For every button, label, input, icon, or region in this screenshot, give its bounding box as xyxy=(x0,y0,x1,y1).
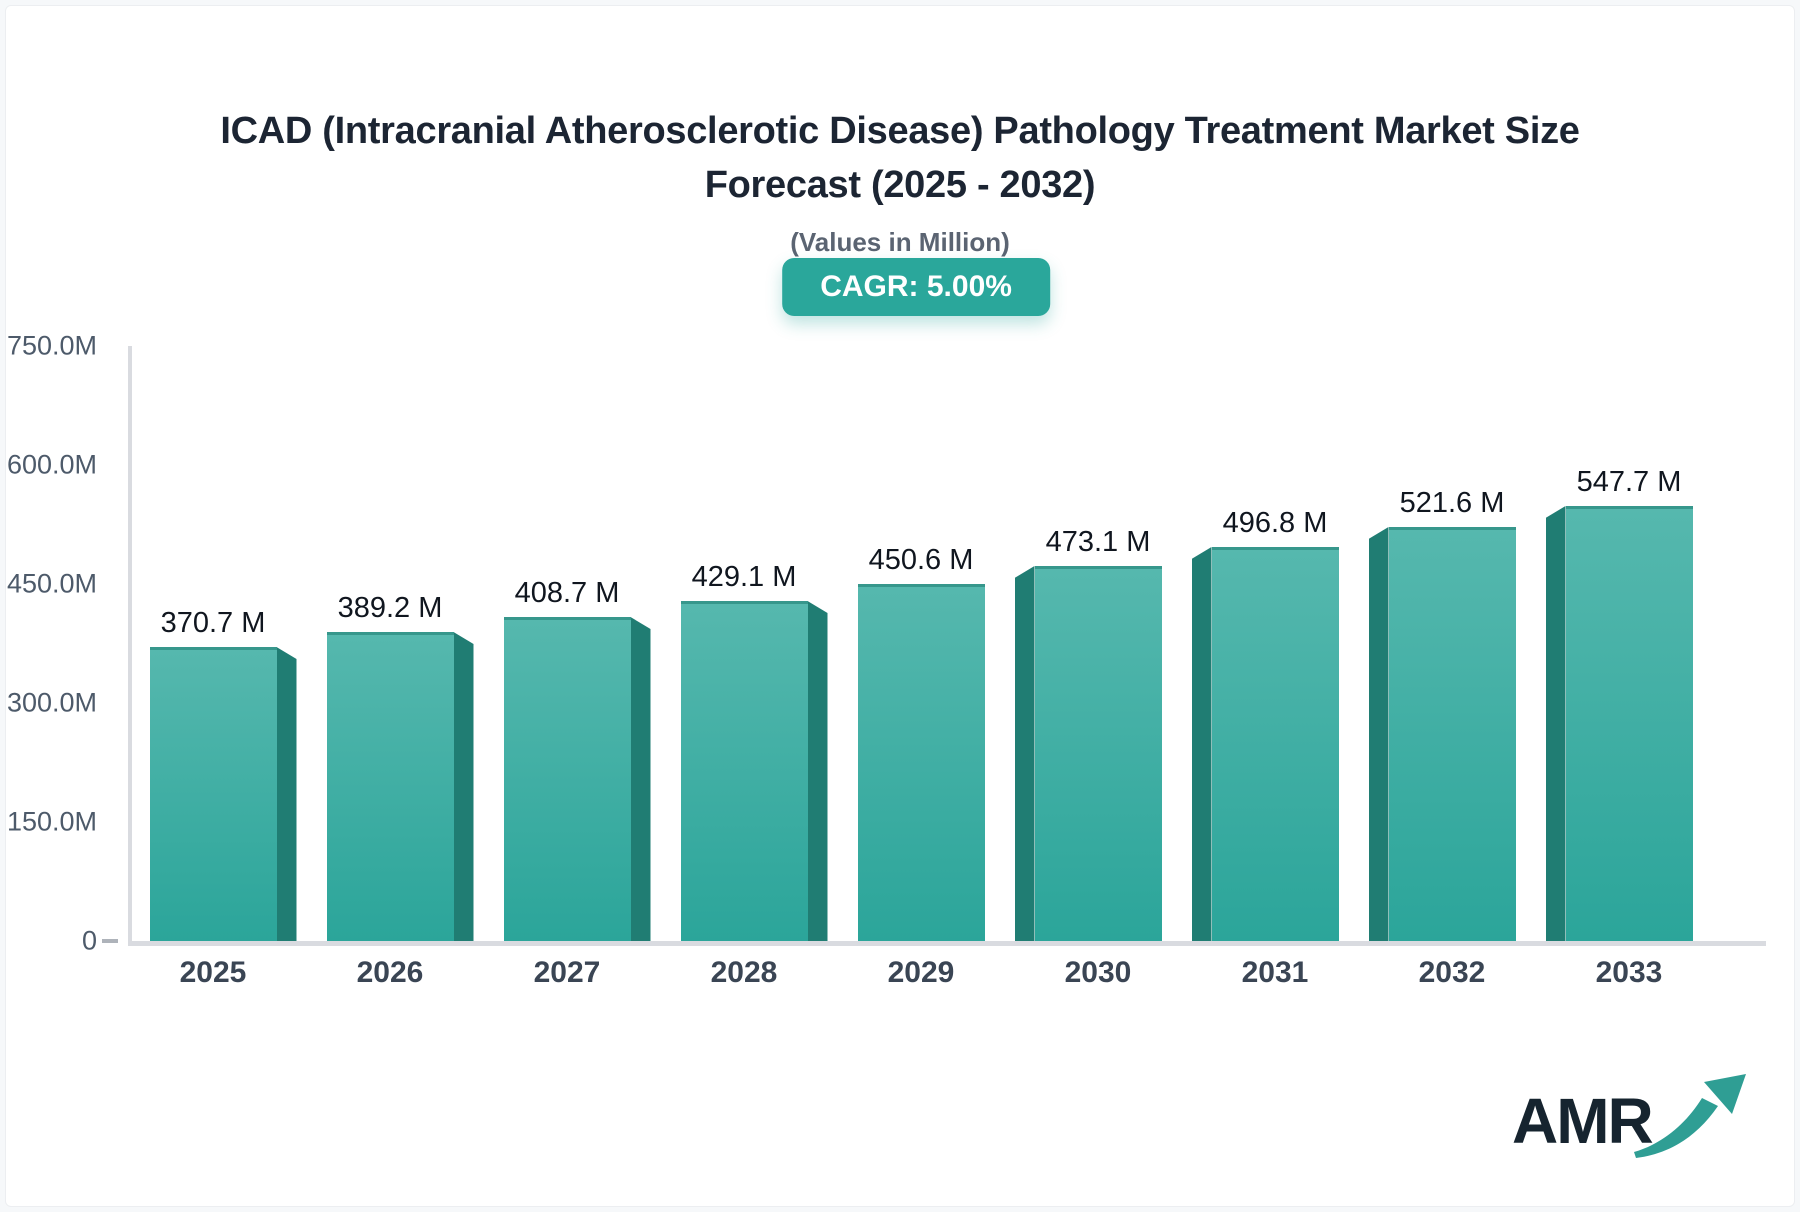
bar-side-face xyxy=(453,632,474,941)
bar-value-label: 496.8 M xyxy=(1222,507,1328,539)
amr-logo: AMR xyxy=(1512,1072,1752,1168)
bar-2031[interactable] xyxy=(1211,547,1339,941)
bar-side-face xyxy=(1191,547,1212,941)
bar-value-label: 521.6 M xyxy=(1399,487,1505,519)
bar-value-label: 370.7 M xyxy=(160,607,266,639)
y-tick-label: 600.0M xyxy=(6,449,97,480)
y-tick-label: 150.0M xyxy=(6,806,97,837)
y-axis-line xyxy=(128,346,132,943)
bar-2033[interactable] xyxy=(1565,506,1693,941)
y-tick-label: 300.0M xyxy=(6,687,97,718)
chart-title-line2: Forecast (2025 - 2032) xyxy=(704,164,1096,206)
y-tick-label: 450.0M xyxy=(6,568,97,599)
cagr-badge: CAGR: 5.00% xyxy=(782,258,1050,316)
amr-logo-text: AMR xyxy=(1512,1085,1654,1157)
y-tick-label: 750.0M xyxy=(6,330,97,361)
bar-2029[interactable] xyxy=(857,584,985,941)
bar-value-label: 389.2 M xyxy=(337,592,443,624)
bar-side-face xyxy=(1368,527,1389,941)
trend-arrow-icon xyxy=(1634,1074,1746,1158)
bar-2025[interactable] xyxy=(149,647,277,941)
bar-value-label: 408.7 M xyxy=(514,577,620,609)
x-axis-line xyxy=(128,941,1766,946)
bar-side-face xyxy=(276,647,297,941)
x-tick-label-2026: 2026 xyxy=(356,956,424,989)
y-tick-label: 0 xyxy=(81,925,97,956)
bar-side-face xyxy=(1545,506,1566,941)
bar-2028[interactable] xyxy=(680,601,808,941)
x-tick-label-2030: 2030 xyxy=(1064,956,1132,989)
bar-value-label: 547.7 M xyxy=(1576,466,1682,498)
x-tick-label-2031: 2031 xyxy=(1241,956,1309,989)
x-tick-label-2028: 2028 xyxy=(710,956,778,989)
chart-title-line1: ICAD (Intracranial Atherosclerotic Disea… xyxy=(220,110,1580,152)
bar-2026[interactable] xyxy=(326,632,454,941)
bar-side-face xyxy=(1014,566,1035,941)
bar-value-label: 473.1 M xyxy=(1045,526,1151,558)
bar-value-label: 450.6 M xyxy=(868,544,974,576)
chart-title: ICAD (Intracranial Atherosclerotic Disea… xyxy=(0,104,1800,212)
x-tick-label-2029: 2029 xyxy=(887,956,955,989)
bar-side-face xyxy=(630,617,651,941)
bar-value-label: 429.1 M xyxy=(691,561,797,593)
x-tick-label-2033: 2033 xyxy=(1595,956,1663,989)
y-axis-zero-tick xyxy=(102,939,118,943)
x-tick-label-2027: 2027 xyxy=(533,956,601,989)
chart-subtitle: (Values in Million) xyxy=(790,227,1010,257)
bar-2032[interactable] xyxy=(1388,527,1516,941)
bar-2027[interactable] xyxy=(503,617,631,941)
x-tick-label-2025: 2025 xyxy=(179,956,247,989)
x-tick-label-2032: 2032 xyxy=(1418,956,1486,989)
bar-side-face xyxy=(807,601,828,941)
bar-2030[interactable] xyxy=(1034,566,1162,941)
